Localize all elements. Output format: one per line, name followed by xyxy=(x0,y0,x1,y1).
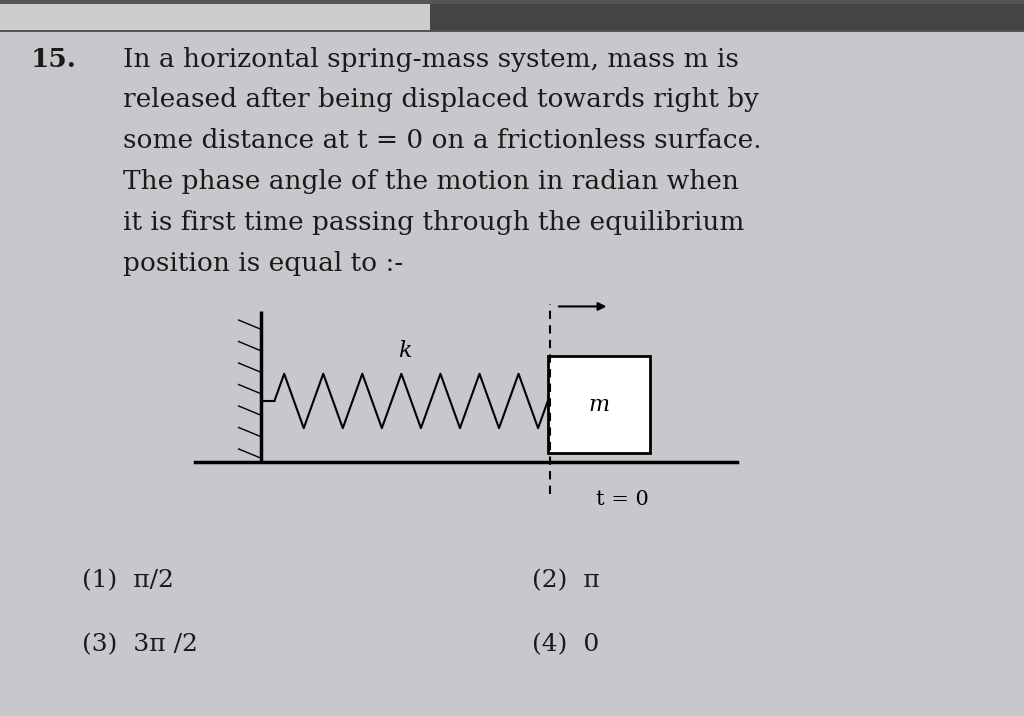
Text: position is equal to :-: position is equal to :- xyxy=(123,251,403,276)
Text: In a horizontal spring-mass system, mass m is: In a horizontal spring-mass system, mass… xyxy=(123,47,738,72)
Text: The phase angle of the motion in radian when: The phase angle of the motion in radian … xyxy=(123,169,738,194)
Text: (3)  3π /2: (3) 3π /2 xyxy=(82,634,198,657)
Text: t = 0: t = 0 xyxy=(596,490,649,510)
Text: 15.: 15. xyxy=(31,47,77,72)
Bar xyxy=(0,0,1024,32)
Text: some distance at t = 0 on a frictionless surface.: some distance at t = 0 on a frictionless… xyxy=(123,128,762,153)
Bar xyxy=(0,4,430,30)
Text: (2)  π: (2) π xyxy=(532,569,600,592)
Bar xyxy=(430,4,1024,30)
Text: it is first time passing through the equilibrium: it is first time passing through the equ… xyxy=(123,210,744,235)
Text: (4)  0: (4) 0 xyxy=(532,634,600,657)
Text: k: k xyxy=(397,339,412,362)
Text: m: m xyxy=(589,394,609,415)
Text: (1)  π/2: (1) π/2 xyxy=(82,569,174,592)
Text: released after being displaced towards right by: released after being displaced towards r… xyxy=(123,87,759,112)
Bar xyxy=(548,356,650,453)
